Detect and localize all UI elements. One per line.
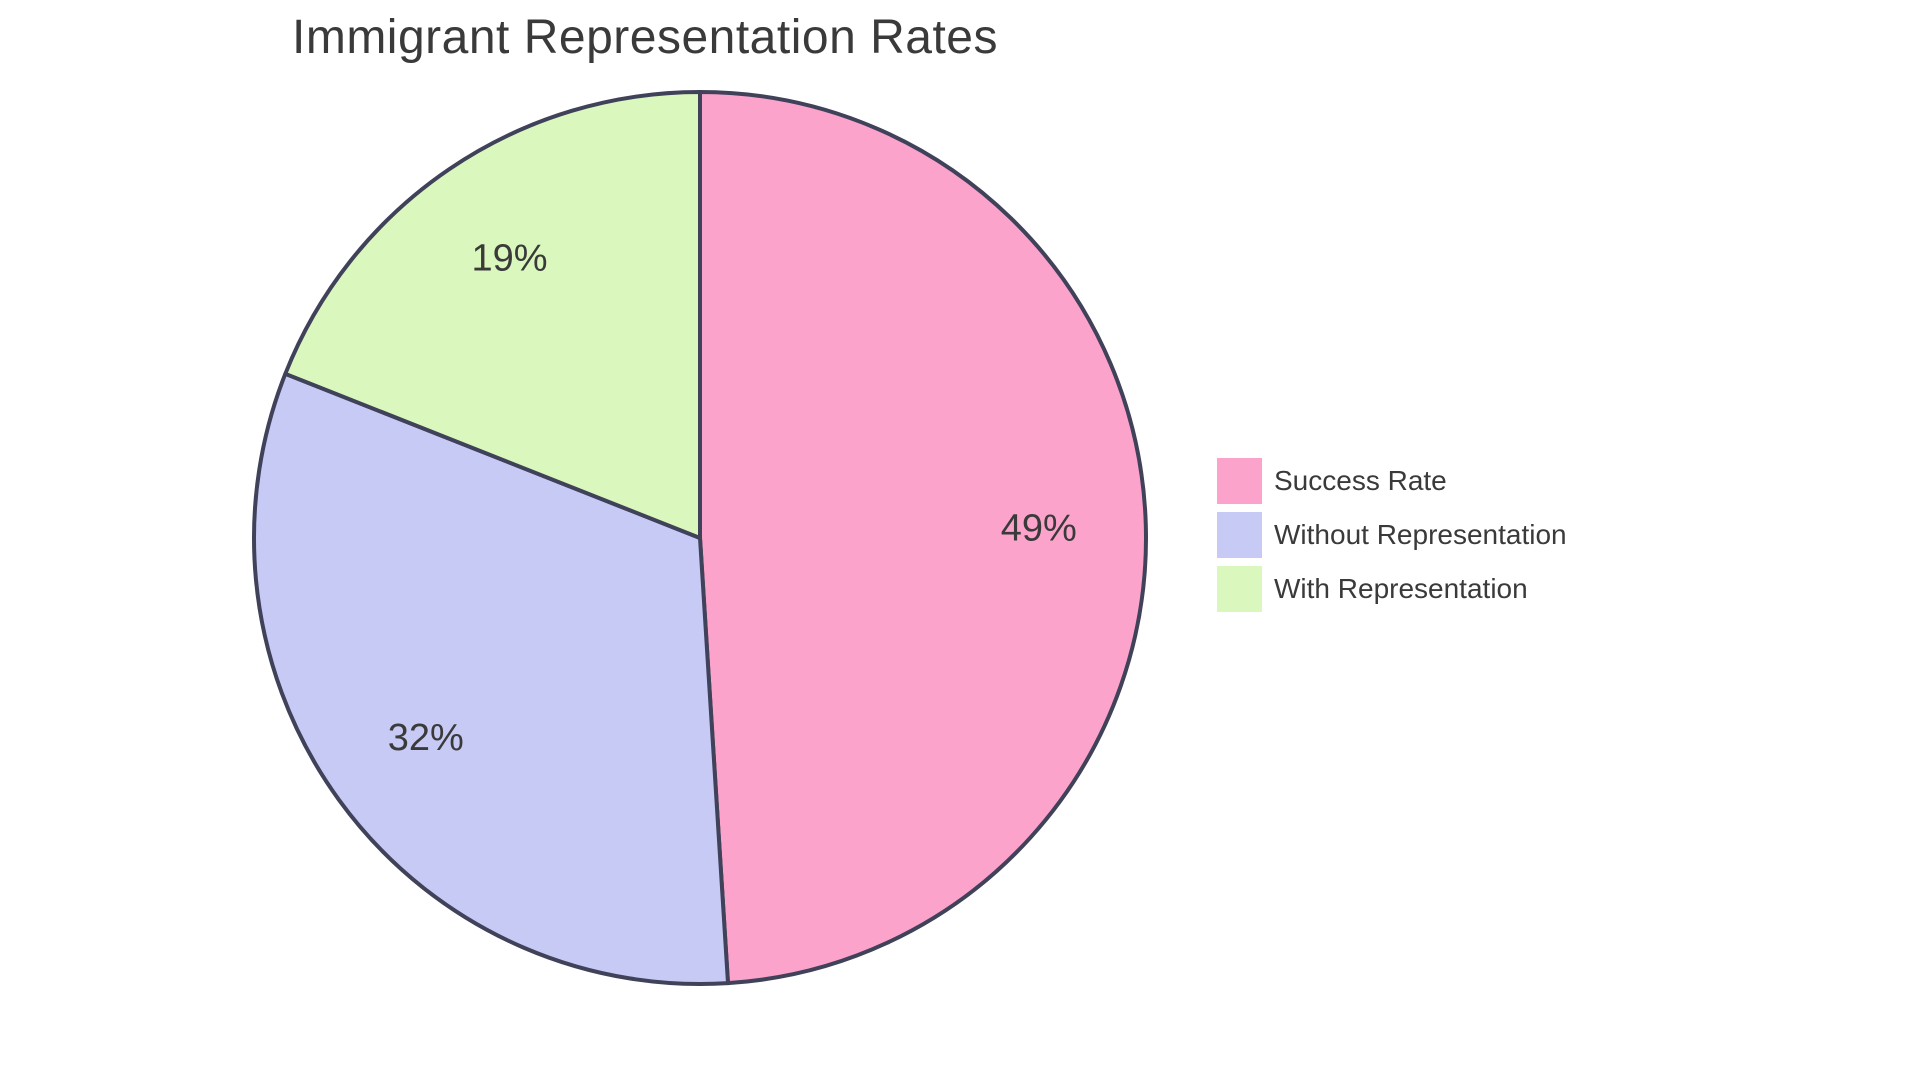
legend-label: With Representation xyxy=(1274,573,1528,604)
pie-slice-percentage-label: 32% xyxy=(388,717,464,759)
legend-label: Without Representation xyxy=(1274,519,1567,550)
legend-color-swatch xyxy=(1217,512,1262,558)
legend-item-without-representation: Without Representation xyxy=(1217,512,1567,558)
pie-slice-percentage-label: 19% xyxy=(471,238,547,280)
pie-slice-success-rate xyxy=(698,90,1148,986)
legend: Success Rate Without Representation With R… xyxy=(1217,458,1567,612)
legend-label: Success Rate xyxy=(1274,465,1447,496)
pie-slice-with-representation xyxy=(283,90,702,540)
pie-slice-percentage-label: 49% xyxy=(1001,507,1077,549)
legend-color-swatch xyxy=(1217,566,1262,612)
pie-slice-without-representation xyxy=(252,371,730,986)
chart-title: Immigrant Representation Rates xyxy=(292,11,998,64)
legend-item-success-rate: Success Rate xyxy=(1217,458,1567,504)
legend-color-swatch xyxy=(1217,458,1262,504)
legend-item-with-representation: With Representation xyxy=(1217,566,1567,612)
